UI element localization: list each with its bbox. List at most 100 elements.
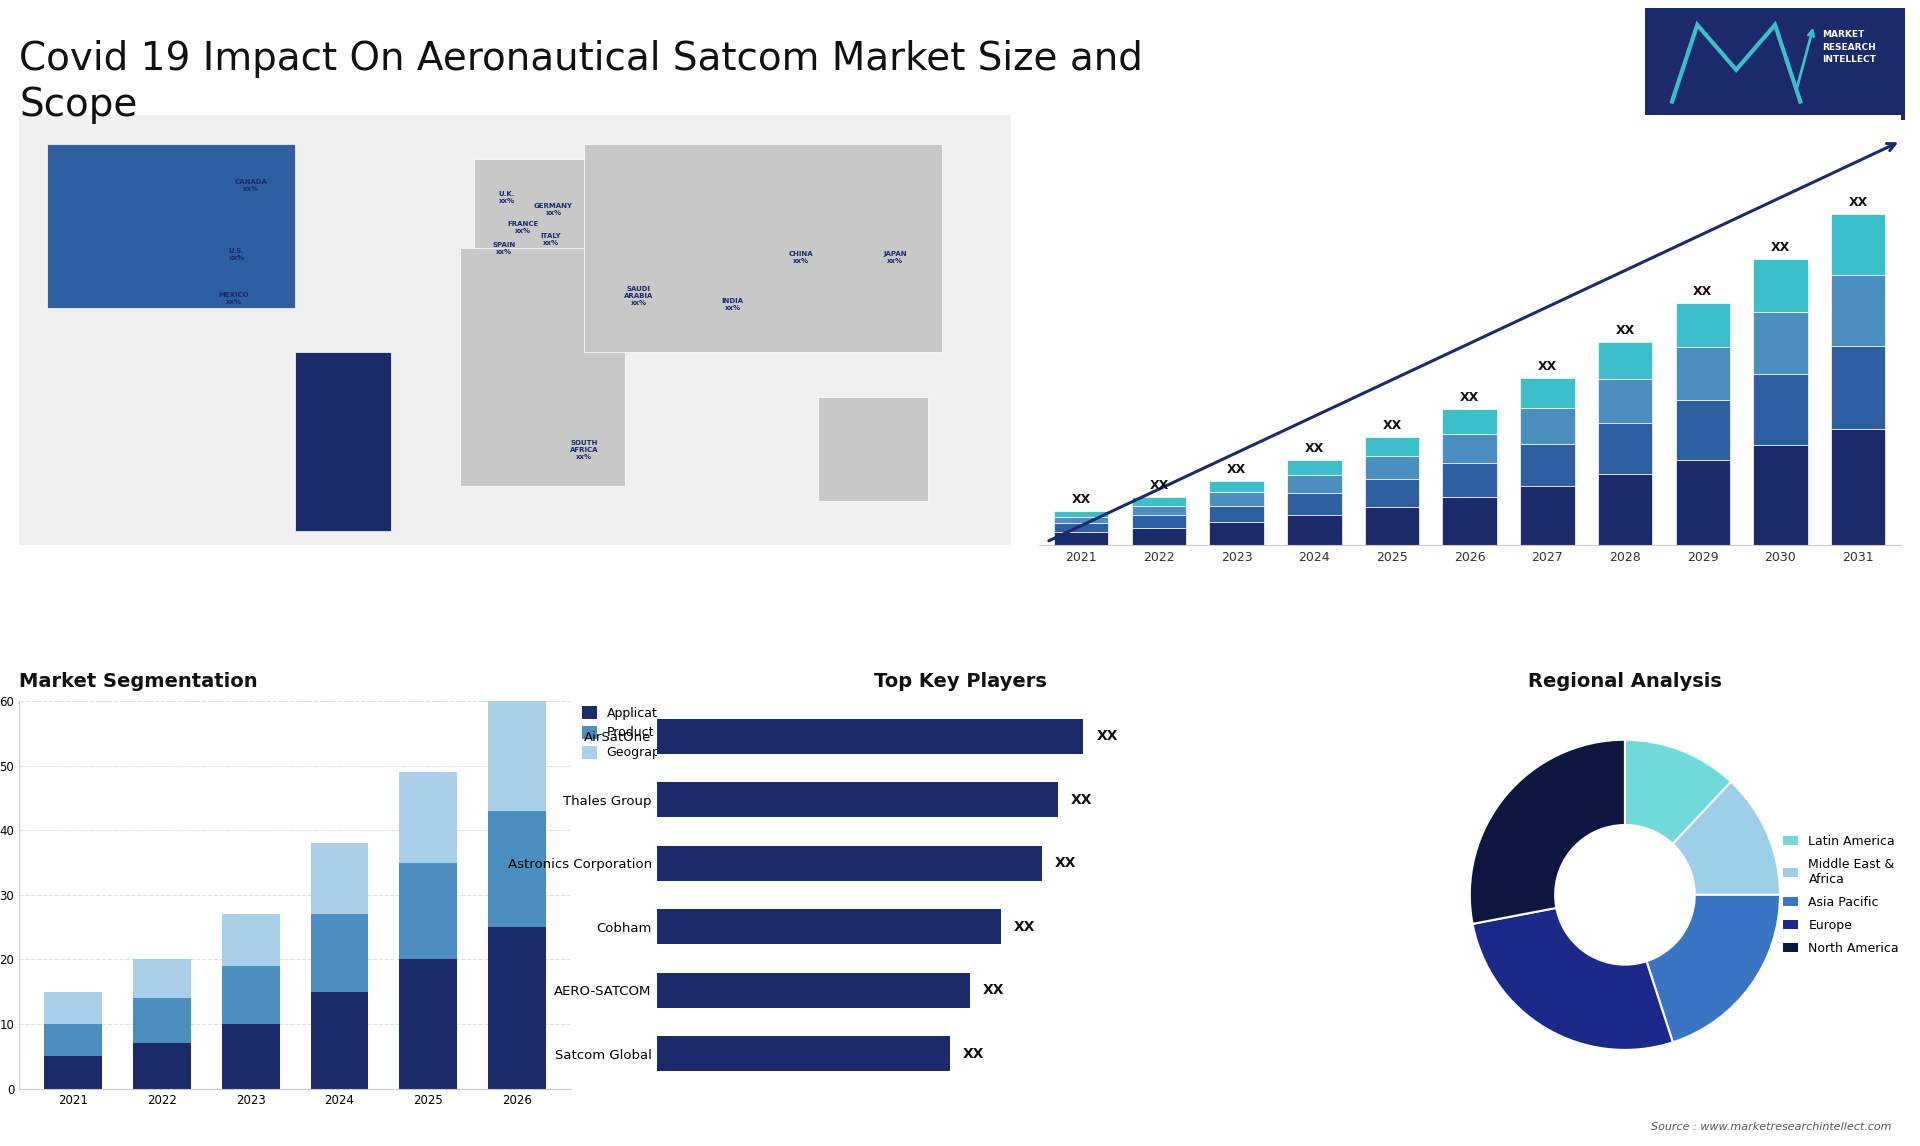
Text: MEXICO
xx%: MEXICO xx% <box>219 292 250 305</box>
Wedge shape <box>1471 739 1624 924</box>
Bar <box>1753 312 1807 374</box>
Text: Source : www.marketresearchintellect.com: Source : www.marketresearchintellect.com <box>1651 1122 1891 1132</box>
Bar <box>1054 511 1108 517</box>
Bar <box>1131 516 1187 527</box>
Bar <box>488 701 545 811</box>
Bar <box>1054 517 1108 524</box>
Text: XX: XX <box>1150 479 1169 493</box>
Wedge shape <box>1647 895 1780 1043</box>
FancyBboxPatch shape <box>1644 7 1907 121</box>
Bar <box>657 909 1000 944</box>
Text: JAPAN
xx%: JAPAN xx% <box>883 251 906 264</box>
Bar <box>818 397 927 501</box>
Bar <box>474 159 611 264</box>
Title: Regional Analysis: Regional Analysis <box>1528 672 1722 691</box>
Text: Market Segmentation: Market Segmentation <box>19 672 257 691</box>
Bar <box>1210 492 1263 505</box>
Text: XX: XX <box>1096 729 1117 743</box>
Bar <box>461 249 626 486</box>
Text: MARKET
RESEARCH
INTELLECT: MARKET RESEARCH INTELLECT <box>1822 30 1876 64</box>
Text: XX: XX <box>962 1046 985 1060</box>
Bar <box>657 973 970 1007</box>
Bar <box>223 915 280 966</box>
Text: XX: XX <box>1071 493 1091 507</box>
Text: XX: XX <box>1538 360 1557 372</box>
Bar <box>311 915 369 991</box>
Bar <box>132 998 190 1044</box>
Text: XX: XX <box>1693 285 1713 298</box>
Text: XX: XX <box>1014 919 1035 934</box>
Bar <box>1054 524 1108 532</box>
Bar <box>1832 429 1885 545</box>
Text: XX: XX <box>1382 418 1402 432</box>
Text: XX: XX <box>983 983 1004 997</box>
Bar <box>311 991 369 1089</box>
Bar <box>1210 481 1263 492</box>
Bar <box>1131 505 1187 516</box>
Bar <box>1210 505 1263 523</box>
Text: XX: XX <box>1770 242 1789 254</box>
Bar <box>1365 456 1419 479</box>
Text: ARGENTINA
xx%: ARGENTINA xx% <box>315 473 361 487</box>
Text: SAUDI
ARABIA
xx%: SAUDI ARABIA xx% <box>624 285 653 306</box>
Legend: Application, Product, Geography: Application, Product, Geography <box>576 701 682 764</box>
Bar <box>46 144 294 308</box>
Wedge shape <box>1473 908 1672 1050</box>
Bar <box>132 1044 190 1089</box>
Text: ITALY
xx%: ITALY xx% <box>540 233 561 246</box>
Bar <box>44 1057 102 1089</box>
Bar <box>399 772 457 863</box>
Text: GERMANY
xx%: GERMANY xx% <box>534 203 572 217</box>
Text: BRAZIL
xx%: BRAZIL xx% <box>361 391 388 403</box>
Text: XX: XX <box>1071 793 1092 807</box>
Wedge shape <box>1672 782 1780 895</box>
Text: XX: XX <box>1615 324 1634 337</box>
Bar <box>1054 532 1108 545</box>
Bar <box>1131 527 1187 545</box>
Bar <box>1365 479 1419 507</box>
Bar <box>1753 374 1807 445</box>
Bar <box>1597 474 1653 545</box>
Bar <box>1832 346 1885 429</box>
Text: XX: XX <box>1227 463 1246 476</box>
Wedge shape <box>1624 739 1732 843</box>
Legend: Latin America, Middle East &
Africa, Asia Pacific, Europe, North America: Latin America, Middle East & Africa, Asi… <box>1778 830 1905 960</box>
Text: U.S.
xx%: U.S. xx% <box>228 248 246 261</box>
Bar <box>1442 497 1498 545</box>
Bar <box>1365 437 1419 456</box>
Bar <box>311 843 369 915</box>
Bar <box>1442 409 1498 434</box>
Text: U.K.
xx%: U.K. xx% <box>499 191 515 204</box>
Bar <box>399 863 457 959</box>
Bar <box>44 991 102 1025</box>
Bar <box>1521 486 1574 545</box>
Bar <box>44 1025 102 1057</box>
Bar <box>1286 516 1342 545</box>
Bar <box>584 144 943 352</box>
Bar <box>657 846 1043 880</box>
Bar <box>1521 378 1574 408</box>
Bar <box>1753 259 1807 312</box>
Text: XX: XX <box>1306 442 1325 455</box>
Text: XX: XX <box>1056 856 1077 870</box>
Bar <box>399 959 457 1089</box>
Bar <box>132 959 190 998</box>
Bar <box>1676 461 1730 545</box>
Bar <box>1676 347 1730 400</box>
Bar <box>1442 434 1498 463</box>
Text: XX: XX <box>1849 196 1868 209</box>
Title: Top Key Players: Top Key Players <box>874 672 1046 691</box>
Bar <box>1521 444 1574 486</box>
Bar <box>657 782 1058 817</box>
Text: SOUTH
AFRICA
xx%: SOUTH AFRICA xx% <box>570 440 599 461</box>
Bar <box>223 966 280 1025</box>
Bar <box>1286 476 1342 493</box>
Bar <box>1286 493 1342 516</box>
Bar <box>294 352 392 531</box>
Text: FRANCE
xx%: FRANCE xx% <box>507 221 540 234</box>
Text: INDIA
xx%: INDIA xx% <box>722 298 743 312</box>
Bar <box>1832 214 1885 275</box>
Text: Covid 19 Impact On Aeronautical Satcom Market Size and
Scope: Covid 19 Impact On Aeronautical Satcom M… <box>19 40 1142 124</box>
Bar <box>1286 461 1342 476</box>
Bar <box>223 1025 280 1089</box>
